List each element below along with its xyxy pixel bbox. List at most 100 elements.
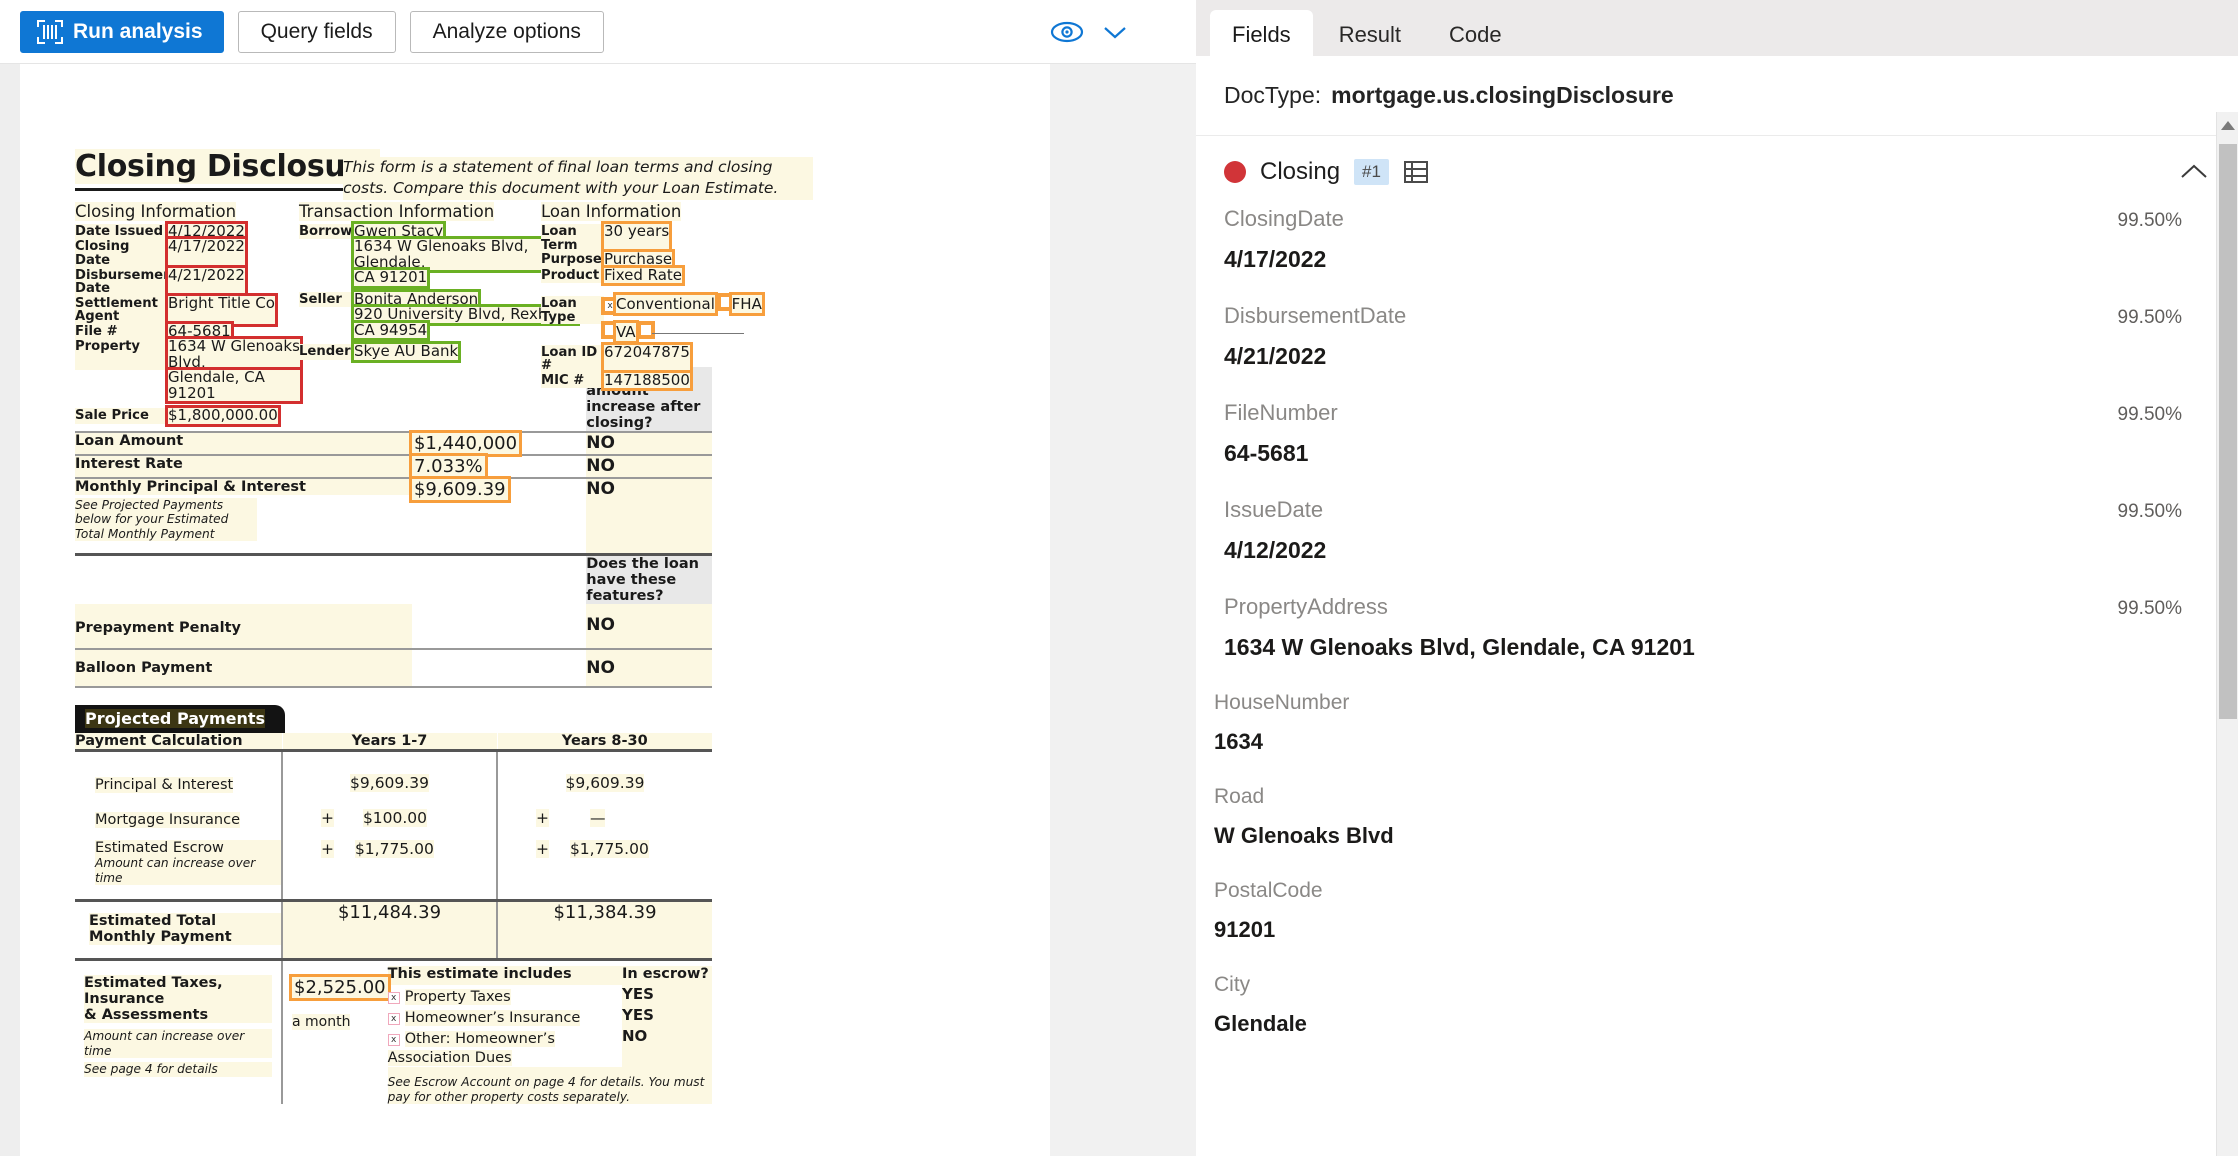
field-label: Product <box>541 267 604 284</box>
field-item[interactable]: IssueDate 99.50% 4/12/2022 <box>1196 497 2216 564</box>
taxes-label-line-1: Estimated Taxes, Insurance <box>84 975 272 1008</box>
row-label: Interest Rate <box>75 455 412 478</box>
fields-scrollbar[interactable] <box>2216 112 2238 1156</box>
row-operator: + <box>321 840 334 859</box>
checkbox-conventional[interactable]: x <box>601 297 619 316</box>
field-value: Skye AU Bank <box>350 340 462 363</box>
table-row: x Property Taxes YES <box>387 985 712 1007</box>
loan-information-heading: Loan Information <box>541 202 682 221</box>
scrollbar-up-arrow[interactable] <box>2217 112 2238 138</box>
scrollbar-thumb[interactable] <box>2219 144 2237 719</box>
field-label: Property <box>75 339 168 371</box>
table-row: Prepayment Penalty NO <box>75 604 712 650</box>
field-name: ClosingDate <box>1224 206 1344 231</box>
checkbox-property-taxes[interactable]: x <box>387 992 400 1005</box>
closing-disclosure-document: Closing Disclosure This form is a statem… <box>75 149 1000 1105</box>
canvas-left-gutter <box>0 64 20 1156</box>
field-label: Loan Term <box>541 224 604 253</box>
field-item[interactable]: PropertyAddress 99.50% 1634 W Glenoaks Bl… <box>1196 594 2216 661</box>
chevron-down-icon[interactable] <box>1102 24 1128 40</box>
escrow-item-label: Other: Homeowner’s Association Dues <box>387 1031 555 1067</box>
field-value: Fixed Rate <box>600 264 686 287</box>
escrow-header: In escrow? <box>622 966 712 986</box>
field-value: Bonita Anderson <box>350 288 482 311</box>
row-label: Loan Amount <box>75 432 412 455</box>
run-analysis-button[interactable]: Run analysis <box>20 10 224 53</box>
field-value: 64-5681 <box>1224 440 1309 466</box>
checkbox-fha[interactable] <box>716 293 735 312</box>
field-group-header[interactable]: Closing #1 <box>1196 136 2238 204</box>
closing-information-block: Closing Information Date Issued 4/12/2022… <box>75 202 303 427</box>
escrow-items-table: This estimate includes In escrow? x Prop… <box>387 966 712 1105</box>
row-sublabel: See Projected Payments below for your Es… <box>75 498 257 542</box>
inspector-pane: Fields Result Code DocType: mortgage.us.c… <box>1196 0 2238 1156</box>
checkbox-homeowners-insurance[interactable]: x <box>387 1013 400 1026</box>
field-item[interactable]: Road W Glenoaks Blvd <box>1196 785 2216 849</box>
field-label-spacer <box>299 307 354 322</box>
field-item[interactable]: DisbursementDate 99.50% 4/21/2022 <box>1196 303 2216 370</box>
table-row: x Homeowner’s Insurance YES <box>387 1006 712 1028</box>
projected-payments-section: Projected Payments Payment Calculation Y… <box>75 705 712 963</box>
checkbox-other-hoa-dues[interactable]: x <box>387 1034 400 1047</box>
field-value: 4/17/2022 <box>165 236 248 271</box>
taxes-period: a month <box>292 1014 351 1031</box>
escrow-includes-header: This estimate includes <box>387 966 622 986</box>
taxes-amount: $2,525.00 <box>289 974 391 1002</box>
escrow-footnote: See Escrow Account on page 4 for details… <box>387 1067 712 1105</box>
document-page[interactable]: Closing Disclosure This form is a statem… <box>20 64 1050 1156</box>
row-answer: NO <box>586 478 712 555</box>
field-item[interactable]: FileNumber 99.50% 64-5681 <box>1196 400 2216 467</box>
tab-fields[interactable]: Fields <box>1210 10 1313 56</box>
field-value: CA 91201 <box>350 267 431 289</box>
field-item[interactable]: PostalCode 91201 <box>1196 879 2216 943</box>
field-name: DisbursementDate <box>1224 303 1407 328</box>
analyze-options-button[interactable]: Analyze options <box>409 10 604 53</box>
field-value: Glendale <box>1214 1011 1307 1036</box>
field-label: Borrower <box>299 224 368 240</box>
field-name: Road <box>1214 785 1265 808</box>
total-label-line-1: Estimated Total <box>89 912 281 929</box>
field-label: Settlement Agent <box>75 295 168 324</box>
field-value: 4/12/2022 <box>165 220 248 243</box>
page-canvas[interactable]: Closing Disclosure This form is a statem… <box>0 64 1196 1156</box>
field-confidence: 99.50% <box>2117 307 2182 328</box>
field-label-spacer <box>299 323 354 338</box>
transaction-information-heading: Transaction Information <box>299 202 495 221</box>
row-operator: + <box>321 809 334 828</box>
field-label-spacer <box>75 370 168 401</box>
mic-label: MIC # <box>541 372 604 389</box>
taxes-note-2: See page 4 for details <box>84 1062 272 1077</box>
tab-code[interactable]: Code <box>1427 10 1524 56</box>
query-fields-button[interactable]: Query fields <box>237 10 396 53</box>
doctype-value: mortgage.us.closingDisclosure <box>1331 82 1674 108</box>
loan-type-label: Loan Type <box>541 296 604 325</box>
field-item[interactable]: City Glendale <box>1196 973 2216 1037</box>
field-value: $1,800,000.00 <box>165 405 281 427</box>
table-row: See Escrow Account on page 4 for details… <box>387 1067 712 1105</box>
fields-list[interactable]: ClosingDate 99.50% 4/17/2022 Disbursement… <box>1196 206 2216 1156</box>
tab-result[interactable]: Result <box>1316 10 1424 56</box>
row-value: $9,609.39 <box>350 774 429 793</box>
total-value-years-1: $11,484.39 <box>281 900 497 960</box>
escrow-item-value: YES <box>622 985 712 1007</box>
total-value-years-2: $11,384.39 <box>496 900 712 960</box>
loan-type-option-label: Conventional <box>613 292 718 317</box>
row-answer: NO <box>586 455 712 478</box>
checkbox-va[interactable] <box>601 321 619 340</box>
field-item[interactable]: ClosingDate 99.50% 4/17/2022 <box>1196 206 2216 273</box>
table-grid-icon[interactable] <box>1403 159 1429 185</box>
eye-icon[interactable] <box>1050 21 1084 43</box>
estimated-taxes-section: Estimated Taxes, Insurance & Assessments… <box>75 961 712 1105</box>
field-confidence: 99.50% <box>2117 501 2182 522</box>
table-row: Estimated Taxes, Insurance & Assessments… <box>75 961 712 1105</box>
table-row: Loan Amount $1,440,000 NO <box>75 430 712 457</box>
field-name: City <box>1214 973 1251 996</box>
field-label: Seller <box>299 291 354 308</box>
chevron-up-icon[interactable] <box>2178 162 2210 182</box>
escrow-item-value: YES <box>622 1006 712 1028</box>
checkbox-other[interactable] <box>637 321 656 340</box>
scan-icon <box>37 19 63 44</box>
row-value: $1,440,000 <box>408 430 523 457</box>
field-item[interactable]: HouseNumber 1634 <box>1196 691 2216 755</box>
